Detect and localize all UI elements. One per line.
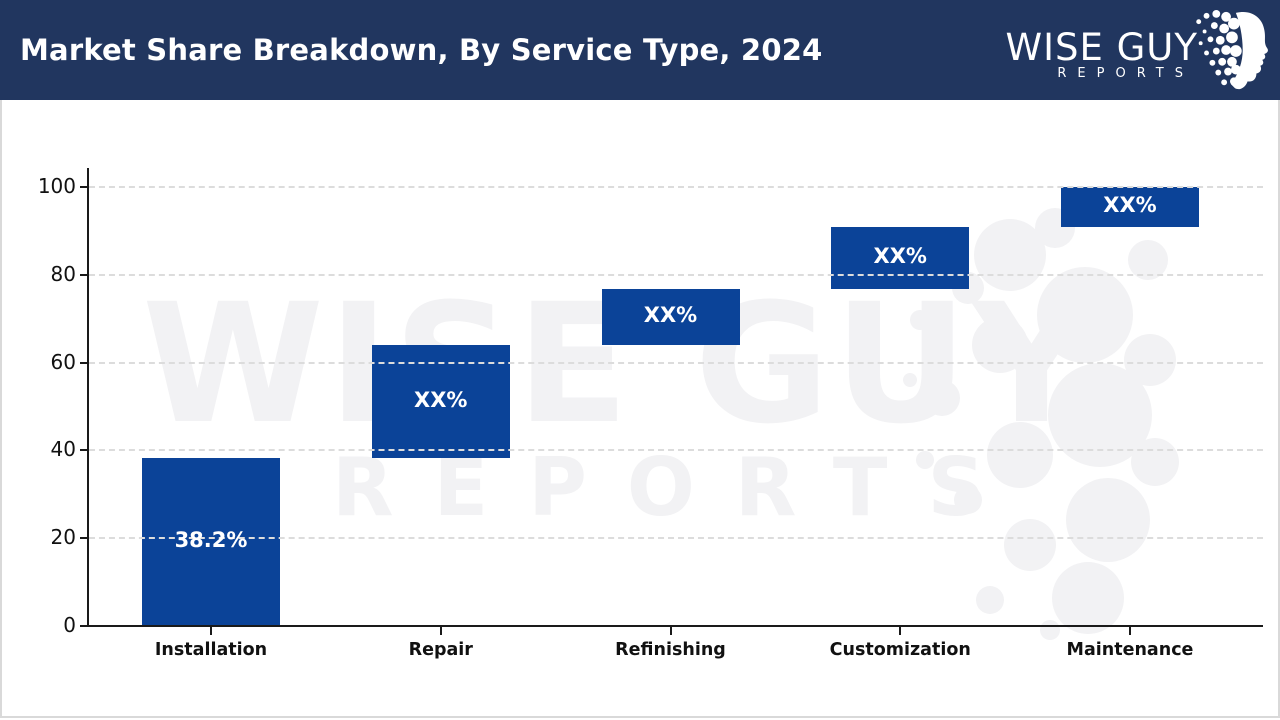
x-tickmark-0: [210, 627, 212, 635]
header-bar: Market Share Breakdown, By Service Type,…: [0, 0, 1280, 100]
bar-refinishing: [601, 289, 740, 346]
bar-value-label: 38.2%: [174, 528, 248, 553]
x-axis-spine: [87, 625, 1263, 627]
logo-subtitle: REPORTS: [1057, 66, 1194, 81]
gridline-20: [89, 537, 1263, 540]
y-tick-label: 40: [50, 437, 76, 462]
gridline-40: [89, 449, 1263, 452]
y-tick-label: 20: [50, 525, 76, 550]
y-tickmark-80: [80, 273, 89, 276]
x-tick-label: Installation: [154, 640, 268, 660]
x-tick-label: Customization: [829, 640, 971, 660]
y-tickmark-0: [80, 625, 89, 627]
wise-guy-logo: WISE GUY REPORTS: [1006, 4, 1270, 96]
logo-head-icon: [1196, 9, 1268, 90]
page-border-left: [0, 100, 2, 718]
y-tick-label: 100: [37, 174, 76, 198]
y-tickmark-60: [80, 361, 89, 364]
bar-value-label: XX%: [414, 387, 468, 412]
bar-customization: [831, 226, 970, 290]
y-tickmark-40: [80, 449, 89, 452]
x-tickmark-2: [669, 627, 672, 635]
gridline-80: [89, 273, 1263, 276]
page-title: Market Share Breakdown, By Service Type,…: [20, 33, 823, 67]
page-border-right: [1278, 100, 1280, 718]
bar-value-label: XX%: [1103, 192, 1157, 217]
logo-wordmark: WISE GUY: [1005, 26, 1198, 69]
bar-repair: [371, 345, 510, 459]
y-tick-label: 0: [63, 613, 76, 637]
gridline-60: [89, 361, 1263, 364]
x-tick-label: Repair: [408, 640, 473, 660]
y-tickmark-20: [80, 537, 89, 540]
y-tickmark-100: [80, 186, 89, 188]
waterfall-chart: 0 20 40 60 80 100 38.2% Installation XX% Repair XX…: [0, 100, 1280, 720]
x-tickmark-3: [899, 627, 902, 635]
bar-installation: [142, 458, 280, 626]
bar-maintenance: [1061, 187, 1199, 227]
y-tick-label: 80: [50, 261, 76, 286]
bar-value-label: XX%: [873, 243, 927, 268]
bar-value-label: XX%: [643, 303, 698, 328]
y-tick-label: 60: [50, 349, 76, 374]
y-axis-spine: [87, 168, 89, 627]
x-tickmark-1: [439, 627, 442, 635]
watermark-subtitle: REPORTS: [332, 441, 1026, 534]
x-tickmark-4: [1129, 627, 1131, 635]
gridline-100: [89, 186, 1263, 188]
watermark-head-graphic: [903, 208, 1179, 640]
x-tick-label: Maintenance: [1066, 640, 1194, 660]
page-border-bottom: [0, 716, 1280, 718]
x-tick-label: Refinishing: [615, 640, 726, 660]
